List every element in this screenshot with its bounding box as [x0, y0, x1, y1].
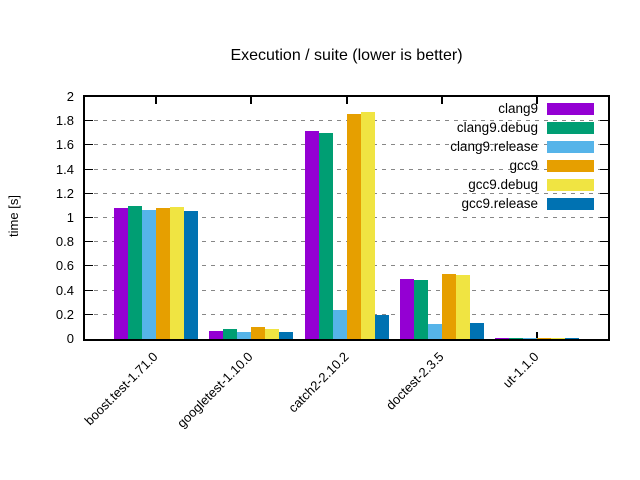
- y-tick-label: 1.2: [55, 185, 74, 201]
- y-tick-mark: [600, 144, 608, 146]
- y-tick-mark: [85, 265, 93, 267]
- legend: clang9 clang9.debug clang9.release gcc9 gcc9…: [450, 99, 594, 213]
- y-tick-mark: [85, 192, 93, 194]
- legend-swatch: [547, 140, 594, 153]
- legend-label: gcc9.release: [461, 196, 538, 211]
- y-tick-mark: [85, 313, 93, 315]
- y-tick-label: 0.2: [55, 306, 74, 322]
- bar-gcc9.debug: [360, 111, 375, 339]
- bar-clang9.debug: [508, 337, 523, 339]
- bar-clang9.release: [332, 309, 347, 339]
- legend-swatch: [547, 159, 594, 172]
- y-tick-label: 1.8: [55, 113, 74, 129]
- plot-area: clang9 clang9.debug clang9.release gcc9 gcc9…: [83, 95, 610, 341]
- x-tick-mark: [250, 97, 253, 104]
- bar-cluster: [114, 97, 199, 339]
- bar-cluster: [494, 97, 579, 339]
- bar-clang9.release: [142, 209, 157, 339]
- bar-clang9: [114, 208, 129, 339]
- bar-gcc9.debug: [170, 207, 185, 339]
- legend-row: gcc9.debug: [450, 175, 594, 194]
- x-tick-mark: [345, 97, 348, 104]
- y-tick-mark: [600, 168, 608, 170]
- bar-cluster: [399, 97, 484, 339]
- legend-label: clang9: [498, 101, 538, 116]
- y-tick-label: 1.6: [55, 137, 74, 153]
- bar-gcc9.release: [564, 337, 579, 339]
- x-tick-label: ut-1.1.0: [499, 349, 542, 391]
- bar-gcc9.debug: [455, 274, 470, 339]
- bar-clang9.debug: [128, 205, 143, 339]
- bar-clang9.release: [522, 337, 537, 339]
- y-tick-mark: [85, 217, 93, 218]
- bar-cluster: [304, 97, 389, 339]
- bar-gcc9.debug: [265, 329, 280, 339]
- x-tick-mark: [535, 332, 538, 339]
- bar-gcc9.release: [469, 323, 484, 339]
- bar-gcc9.release: [374, 314, 389, 339]
- y-tick-mark: [600, 289, 608, 291]
- bar-gcc9.debug: [550, 337, 565, 339]
- legend-label: clang9.debug: [456, 120, 538, 135]
- y-tick-label: 2: [66, 89, 74, 104]
- bar-gcc9.release: [279, 331, 294, 339]
- y-tick-label: 1: [66, 210, 74, 225]
- y-tick-mark: [600, 241, 608, 243]
- y-tick-mark: [85, 120, 93, 122]
- legend-row: clang9: [450, 99, 594, 118]
- y-tick-mark: [600, 120, 608, 122]
- bar-clang9.release: [427, 324, 442, 339]
- bar-clang9: [304, 130, 319, 339]
- legend-swatch: [547, 197, 594, 210]
- chart-title: Execution / suite (lower is better): [230, 47, 463, 64]
- bar-clang9.release: [237, 331, 252, 339]
- legend-swatch: [547, 178, 594, 191]
- bar-gcc9: [156, 208, 171, 339]
- x-tick-mark: [440, 97, 443, 104]
- legend-swatch: [547, 121, 594, 134]
- legend-swatch: [547, 102, 594, 115]
- bar-gcc9: [346, 113, 361, 339]
- y-tick-label: 0.8: [55, 234, 74, 250]
- y-tick-label: 0.6: [55, 258, 74, 274]
- bar-gcc9: [441, 273, 456, 339]
- legend-row: clang9.debug: [450, 118, 594, 137]
- legend-label: clang9.release: [450, 139, 538, 154]
- y-tick-mark: [600, 192, 608, 194]
- y-tick-mark: [600, 313, 608, 315]
- y-tick-label: 1.4: [55, 161, 74, 177]
- y-tick-mark: [600, 217, 608, 218]
- y-tick-mark: [85, 241, 93, 243]
- bar-clang9: [209, 330, 224, 339]
- legend-row: gcc9.release: [450, 194, 594, 213]
- legend-label: gcc9.debug: [468, 177, 538, 192]
- y-tick-label: 0: [66, 331, 74, 346]
- x-tick-mark: [535, 97, 538, 104]
- y-tick-mark: [600, 265, 608, 267]
- bar-gcc9: [536, 337, 551, 339]
- y-tick-mark: [85, 289, 93, 291]
- y-tick-mark: [85, 144, 93, 146]
- x-tick-mark: [155, 97, 158, 104]
- bar-gcc9: [251, 326, 266, 339]
- bar-clang9.debug: [318, 133, 333, 339]
- bar-gcc9.release: [184, 210, 199, 339]
- y-tick-mark: [85, 168, 93, 170]
- y-tick-label: 0.4: [55, 282, 74, 298]
- legend-label: gcc9: [509, 158, 538, 173]
- bar-clang9: [399, 278, 414, 339]
- bar-clang9.debug: [223, 329, 238, 339]
- bar-cluster: [209, 97, 294, 339]
- bar-clang9: [494, 337, 509, 339]
- bar-clang9.debug: [413, 279, 428, 339]
- legend-row: gcc9: [450, 156, 594, 175]
- legend-row: clang9.release: [450, 137, 594, 156]
